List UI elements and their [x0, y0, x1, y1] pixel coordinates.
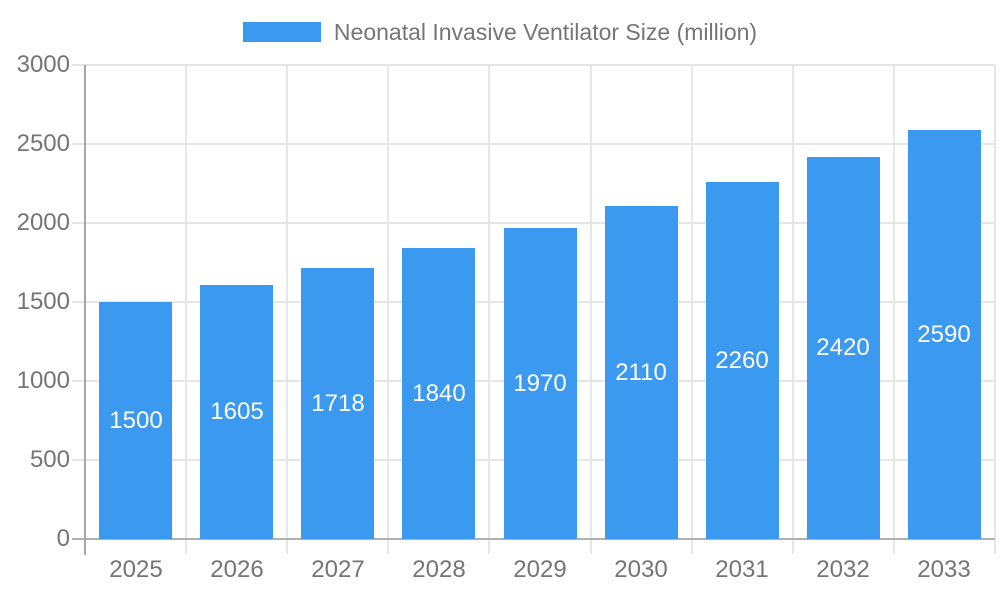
x-gridline	[791, 65, 794, 554]
bar-value-label: 2260	[715, 347, 769, 374]
x-gridline	[994, 65, 996, 554]
y-axis-tick-label: 2000	[16, 209, 70, 236]
bar-value-label: 2590	[917, 321, 971, 348]
x-gridline	[286, 65, 289, 554]
x-axis-line	[72, 538, 995, 540]
x-axis-tick-label: 2030	[614, 556, 668, 583]
y-axis-tick-label: 3000	[16, 51, 70, 78]
x-axis-tick-label: 2026	[210, 556, 264, 583]
x-axis-tick-label: 2028	[412, 556, 466, 583]
y-tick	[72, 222, 85, 224]
x-gridline	[488, 65, 491, 554]
y-axis-tick-label: 1000	[16, 367, 70, 394]
bar-value-label: 1970	[513, 370, 567, 397]
y-axis-tick-label: 500	[29, 446, 70, 473]
x-gridline	[387, 65, 390, 554]
bar[interactable]	[402, 248, 475, 539]
bar[interactable]	[99, 302, 172, 539]
x-gridline	[589, 65, 592, 554]
y-tick	[72, 380, 85, 382]
bar[interactable]	[200, 285, 273, 539]
bar-value-label: 1718	[311, 390, 365, 417]
bar[interactable]	[706, 182, 779, 539]
x-axis-tick-label: 2025	[109, 556, 163, 583]
y-axis-tick-label: 2500	[16, 130, 70, 157]
bar[interactable]	[908, 130, 981, 539]
bar-value-label: 1500	[109, 407, 163, 434]
x-axis-tick-label: 2027	[311, 556, 365, 583]
bar-value-label: 1840	[412, 380, 466, 407]
y-tick	[72, 459, 85, 461]
bar[interactable]	[504, 228, 577, 539]
bar[interactable]	[301, 268, 374, 539]
y-tick	[72, 301, 85, 303]
y-axis-tick-label: 1500	[16, 288, 70, 315]
x-gridline	[892, 65, 895, 554]
bar[interactable]	[807, 157, 880, 539]
y-gridline	[85, 222, 995, 224]
y-tick	[72, 64, 85, 66]
x-axis-tick-label: 2033	[917, 556, 971, 583]
bar-value-label: 2110	[615, 359, 667, 386]
legend-swatch-icon	[242, 22, 321, 42]
bar-value-label: 2420	[816, 334, 870, 361]
bar[interactable]	[605, 206, 678, 539]
bar-value-label: 1605	[210, 398, 264, 425]
legend-label: Neonatal Invasive Ventilator Size (milli…	[333, 18, 758, 45]
x-axis-tick-label: 2032	[816, 556, 870, 583]
y-gridline	[85, 143, 995, 145]
y-axis-tick-label: 0	[56, 525, 70, 552]
y-tick	[72, 143, 85, 145]
x-axis-tick-label: 2029	[513, 556, 567, 583]
chart-legend[interactable]: Neonatal Invasive Ventilator Size (milli…	[0, 17, 1000, 47]
x-gridline	[185, 65, 188, 554]
x-axis-tick-label: 2031	[715, 556, 769, 583]
y-axis-line	[84, 65, 86, 555]
y-gridline	[85, 64, 995, 66]
x-gridline	[690, 65, 693, 554]
